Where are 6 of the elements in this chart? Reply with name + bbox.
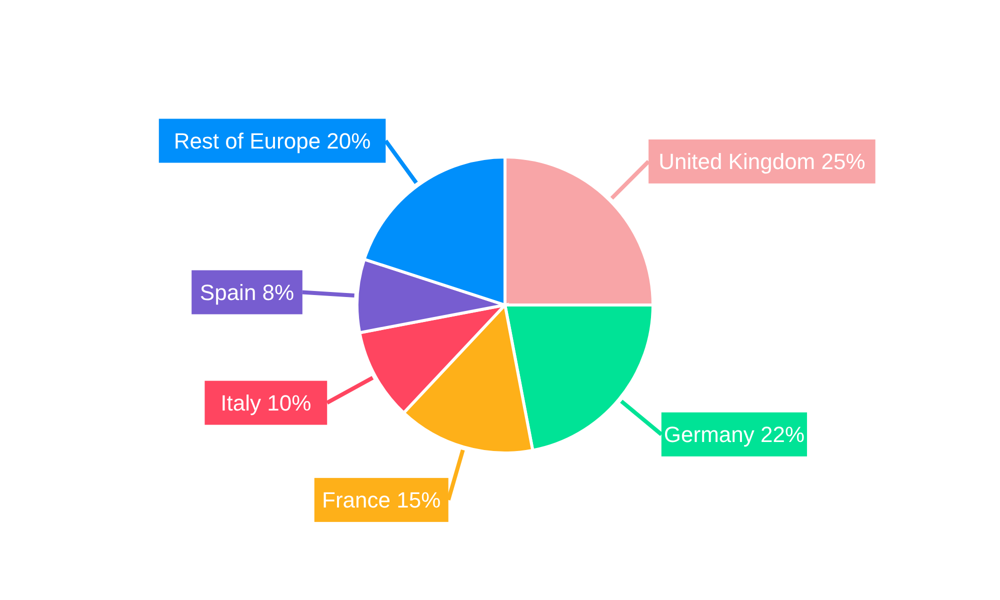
slice-label: Italy 10% xyxy=(220,390,312,416)
slice-label: Rest of Europe 20% xyxy=(174,128,371,154)
slice-label: Germany 22% xyxy=(664,422,805,447)
slice-label: Spain 8% xyxy=(200,280,294,305)
slice-label: United Kingdom 25% xyxy=(658,148,866,174)
slice-label: France 15% xyxy=(322,487,441,512)
